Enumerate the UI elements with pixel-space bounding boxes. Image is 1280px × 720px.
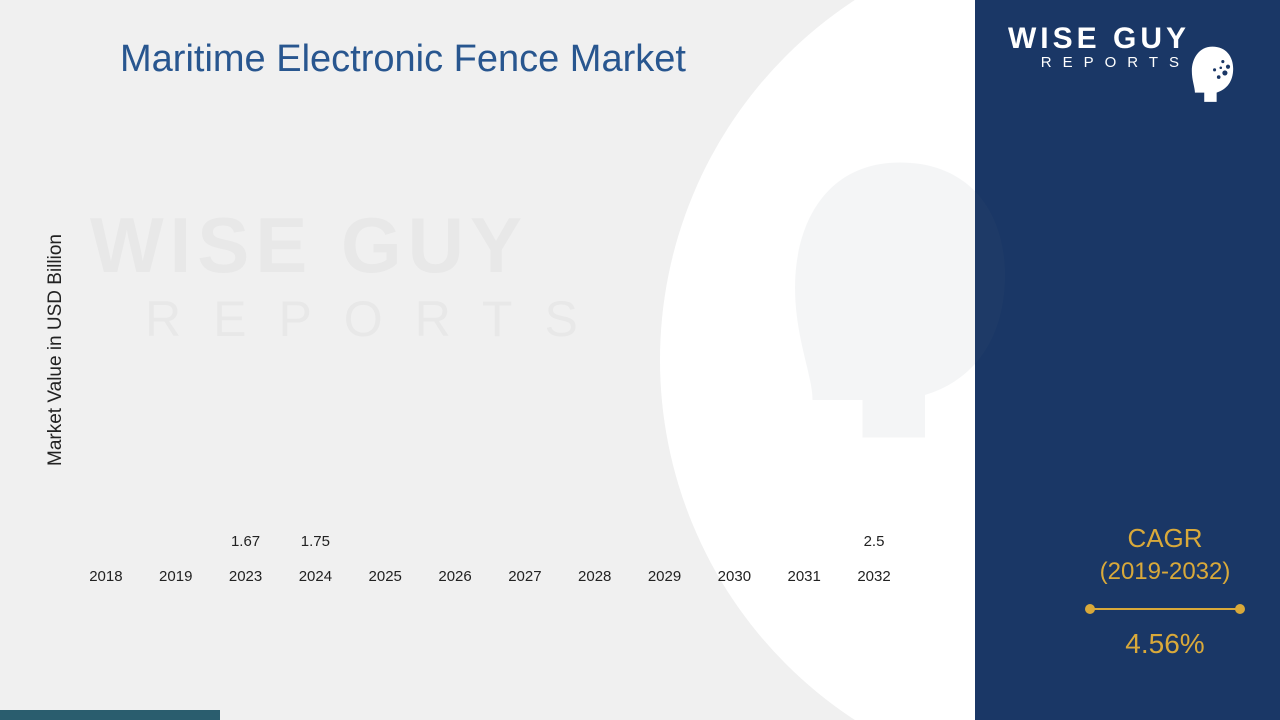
x-tick-label: 2025 — [359, 568, 411, 585]
chart-canvas: WISE GUY REPORTS Maritime Electronic Fen… — [0, 0, 1280, 720]
x-tick-label: 2032 — [848, 568, 900, 585]
x-tick-label: 2028 — [569, 568, 621, 585]
x-tick-label: 2024 — [289, 568, 341, 585]
cagr-period: (2019-2032) — [1050, 558, 1280, 586]
bar-chart: 1.67 1.75 2.5 2018 2019 2023 2024 2025 2026 2027… — [80, 170, 900, 585]
brand-head-icon — [1185, 44, 1240, 106]
x-tick-label: 2030 — [708, 568, 760, 585]
cagr-divider — [1090, 608, 1240, 610]
cagr-value: 4.56% — [1050, 628, 1280, 660]
x-tick-label: 2023 — [220, 568, 272, 585]
bar-value-label: 1.75 — [301, 533, 330, 550]
y-axis-label: Market Value in USD Billion — [45, 170, 67, 530]
bars-container: 1.67 1.75 2.5 — [80, 170, 900, 555]
x-tick-label: 2031 — [778, 568, 830, 585]
cagr-block: CAGR (2019-2032) 4.56% — [1050, 523, 1280, 660]
x-tick-label: 2019 — [150, 568, 202, 585]
bar-value-label: 2.5 — [864, 533, 885, 550]
cagr-title: CAGR — [1050, 523, 1280, 554]
bar-value-label: 1.67 — [231, 533, 260, 550]
x-ticks: 2018 2019 2023 2024 2025 2026 2027 2028 2029 2030… — [80, 568, 900, 585]
x-tick-label: 2027 — [499, 568, 551, 585]
x-tick-label: 2029 — [639, 568, 691, 585]
footer-accent — [0, 710, 220, 720]
chart-title: Maritime Electronic Fence Market — [120, 38, 686, 81]
x-tick-label: 2018 — [80, 568, 132, 585]
x-tick-label: 2026 — [429, 568, 481, 585]
brand-logo: WISE GUY REPORTS — [1008, 22, 1240, 71]
